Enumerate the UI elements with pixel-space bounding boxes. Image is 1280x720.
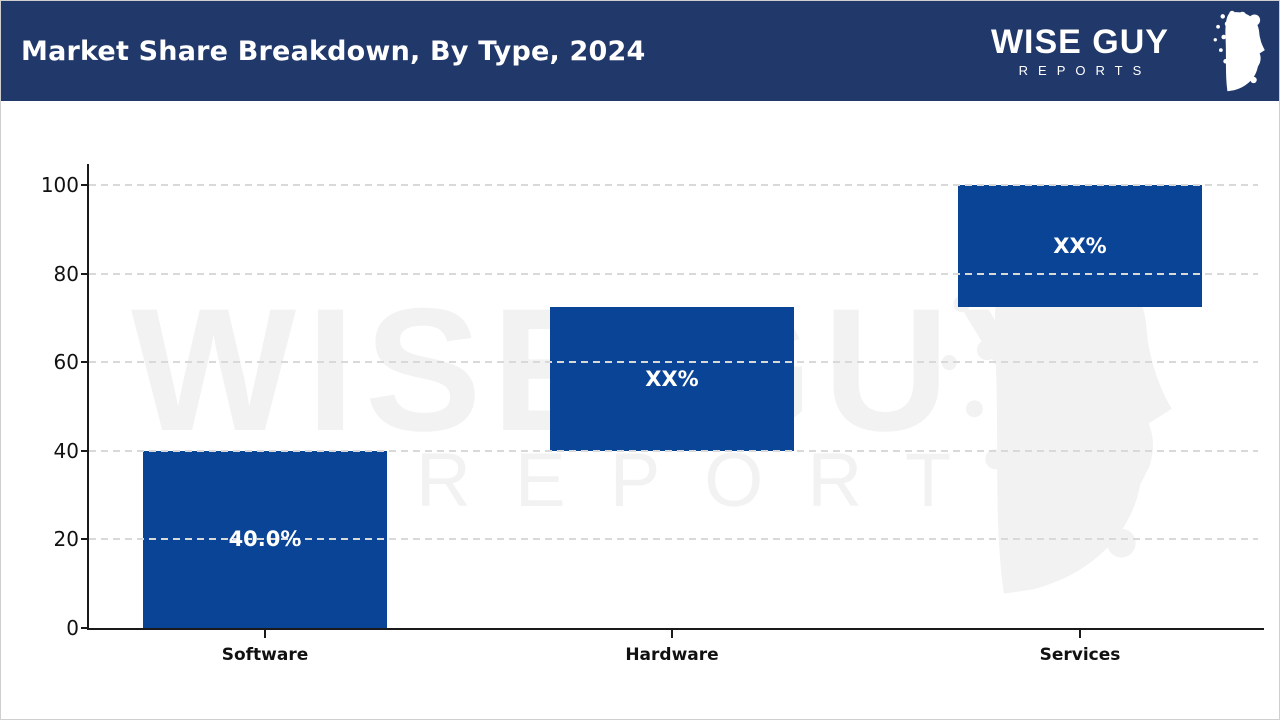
page-title: Market Share Breakdown, By Type, 2024 xyxy=(21,35,646,67)
y-tick-label-40: 40 xyxy=(53,438,79,463)
y-tick-label-100: 100 xyxy=(40,173,79,197)
logo-face-icon xyxy=(1213,10,1265,92)
y-tick-80 xyxy=(81,272,88,275)
bar-hardware xyxy=(550,306,794,451)
x-axis-line xyxy=(87,628,1264,630)
y-axis-line xyxy=(87,164,89,630)
y-tick-100 xyxy=(81,184,88,186)
gridline-y40 xyxy=(89,449,1258,452)
x-tick-services xyxy=(1079,630,1081,638)
bar-value-label-hardware: XX% xyxy=(645,366,699,391)
y-tick-20 xyxy=(81,538,88,541)
gridline-y80 xyxy=(89,272,1258,275)
x-label-hardware: Hardware xyxy=(625,645,719,665)
logo-reports-text: REPORTS xyxy=(1018,63,1152,78)
header-bar: Market Share Breakdown, By Type, 2024 WI… xyxy=(1,1,1279,101)
wise-guy-reports-logo: WISE GUY REPORTS xyxy=(991,8,1267,94)
x-tick-software xyxy=(264,630,266,638)
y-tick-40 xyxy=(81,449,88,452)
y-tick-label-80: 80 xyxy=(53,261,79,286)
x-label-software: Software xyxy=(221,645,309,665)
y-tick-label-0: 0 xyxy=(66,616,79,640)
x-label-services: Services xyxy=(1039,645,1121,665)
gridline-y20 xyxy=(89,538,1258,541)
y-tick-label-60: 60 xyxy=(53,350,79,375)
y-tick-0 xyxy=(81,627,88,629)
y-tick-label-20: 20 xyxy=(53,527,79,552)
bar-value-label-software: 40.0% xyxy=(228,527,302,552)
gridline-y100 xyxy=(89,184,1258,186)
bar-value-label-services: XX% xyxy=(1053,233,1107,258)
y-tick-60 xyxy=(81,361,88,364)
logo-text: WISE GUY REPORTS xyxy=(991,25,1169,77)
x-tick-hardware xyxy=(671,630,673,638)
logo-wiseguy-text: WISE GUY xyxy=(990,23,1169,61)
gridline-y60 xyxy=(89,361,1258,364)
